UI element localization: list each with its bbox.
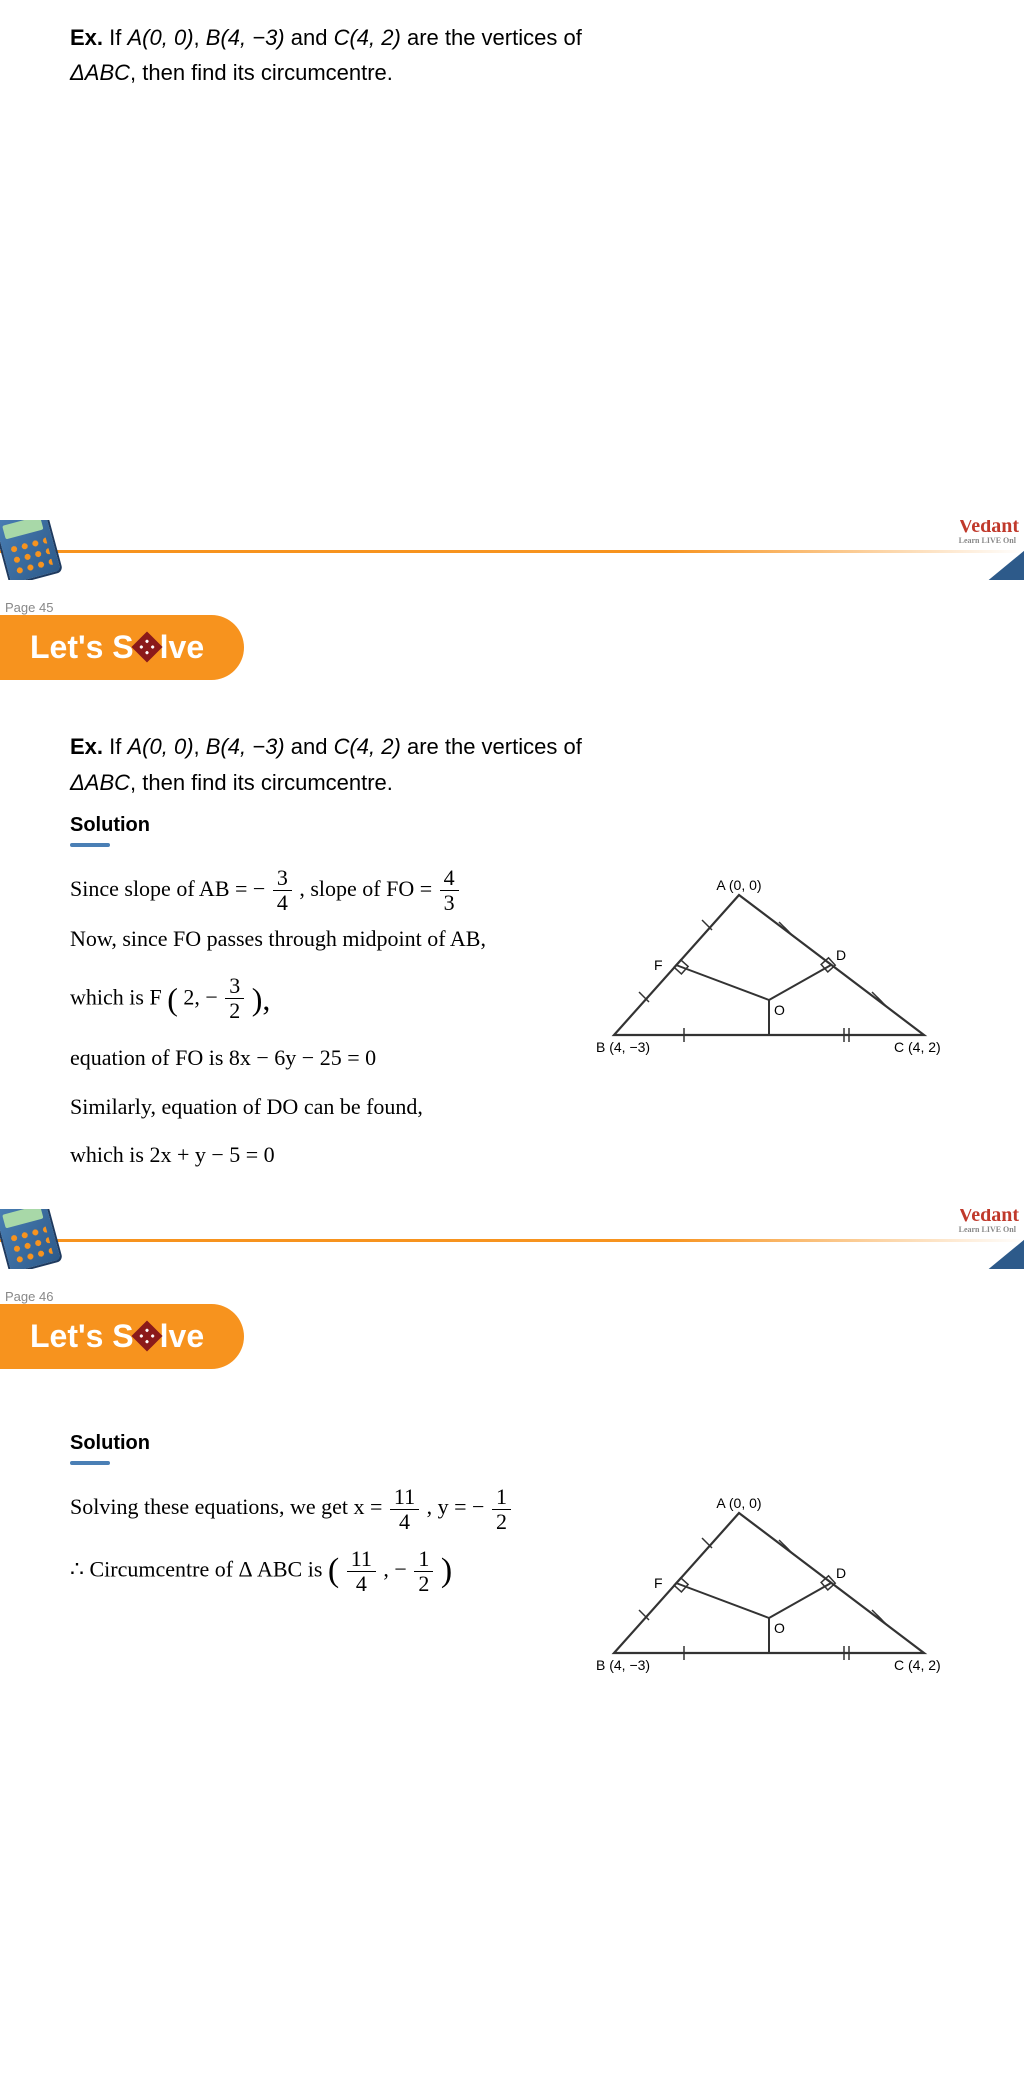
math-step-1: Since slope of AB = − 34 , slope of FO =…: [70, 865, 564, 916]
calculator-icon: [0, 520, 63, 580]
lets-solve-badge: Let's S lve: [0, 615, 244, 680]
badge-prefix: Let's S: [30, 629, 134, 665]
badge-wrap-45: Let's S lve: [0, 615, 1024, 689]
math-step-6: which is 2x + y − 5 = 0: [70, 1131, 564, 1179]
solution-block-2: Solution Solving these equations, we get…: [0, 1398, 1024, 1728]
diagram-label-F: F: [654, 957, 663, 973]
problem-line-1b: Ex. If A(0, 0), B(4, −3) and C(4, 2) are…: [70, 729, 954, 764]
math-conclusion: ∴ Circumcentre of Δ ABC is ( 114 , − 12 …: [70, 1534, 564, 1609]
diagram-label-B: B (4, −3): [596, 1039, 650, 1055]
solution-underline-2: [70, 1461, 110, 1465]
fraction-7: 12: [414, 1547, 433, 1596]
divider-line: [0, 550, 1024, 553]
math-step-4: equation of FO is 8x − 6y − 25 = 0: [70, 1034, 564, 1082]
fraction-2: 43: [440, 866, 459, 915]
fraction-6: 114: [347, 1547, 376, 1596]
lets-solve-badge-2: Let's Slve: [0, 1304, 244, 1369]
solution-heading-2: Solution: [70, 1432, 954, 1455]
fraction-1: 34: [273, 866, 292, 915]
solution-row-1: Since slope of AB = − 34 , slope of FO =…: [70, 865, 954, 1180]
page-label-45: Page 45: [0, 600, 1024, 615]
triangle-diagram-2: A (0, 0) B (4, −3) C (4, 2) F D O: [584, 1483, 954, 1698]
slide-problem-only: Ex. If A(0, 0), B(4, −3) and C(4, 2) are…: [0, 0, 1024, 580]
diagram-label-C: C (4, 2): [894, 1039, 941, 1055]
page-divider-1: Vedant Learn LIVE Onl: [0, 520, 1024, 580]
badge-wrap-46: Let's Slve: [0, 1304, 1024, 1378]
empty-workspace: [0, 120, 1024, 520]
math-step-2: Now, since FO passes through midpoint of…: [70, 915, 564, 963]
fraction-5: 12: [492, 1485, 511, 1534]
problem-text-b: are the vertices of: [407, 25, 582, 50]
solution-underline-1: [70, 843, 110, 847]
page-divider-2: Vedant Learn LIVE Onl: [0, 1209, 1024, 1269]
vertex-C: C(4, 2): [334, 25, 401, 50]
solution-text-col-1: Since slope of AB = − 34 , slope of FO =…: [70, 865, 564, 1180]
diagram-label-O: O: [774, 1002, 785, 1018]
solution-text-col-2: Solving these equations, we get x = 114 …: [70, 1483, 564, 1608]
problem-line-2: ΔABC, then find its circumcentre.: [70, 55, 954, 90]
vertex-A: A(0, 0): [128, 25, 194, 50]
badge-suffix: lve: [160, 629, 204, 665]
problem-line-2b: ΔABC, then find its circumcentre.: [70, 765, 954, 800]
divider-line-2: [0, 1239, 1024, 1242]
svg-text:C (4, 2): C (4, 2): [894, 1657, 941, 1673]
calculator-icon-2: [0, 1209, 63, 1269]
solution-row-2: Solving these equations, we get x = 114 …: [70, 1483, 954, 1698]
problem-block-2: Ex. If A(0, 0), B(4, −3) and C(4, 2) are…: [0, 709, 1024, 1209]
page-label-46: Page 46: [0, 1289, 1024, 1304]
ex-label-2: Ex.: [70, 734, 103, 759]
slide-45: Page 45 Let's S lve Ex. If A(0, 0), B(4, …: [0, 600, 1024, 1269]
svg-text:F: F: [654, 1575, 663, 1591]
solution-heading-1: Solution: [70, 814, 954, 837]
svg-text:D: D: [836, 1565, 846, 1581]
svg-text:A (0, 0): A (0, 0): [716, 1495, 761, 1511]
diagram-label-A: A (0, 0): [716, 877, 761, 893]
diagram-label-D: D: [836, 947, 846, 963]
fraction-4: 114: [390, 1485, 419, 1534]
problem-text-a: If: [109, 25, 127, 50]
math-step-7: Solving these equations, we get x = 114 …: [70, 1483, 564, 1534]
problem-line-1: Ex. If A(0, 0), B(4, −3) and C(4, 2) are…: [70, 20, 954, 55]
math-step-5: Similarly, equation of DO can be found,: [70, 1083, 564, 1131]
fraction-3: 32: [225, 974, 244, 1023]
svg-text:B (4, −3): B (4, −3): [596, 1657, 650, 1673]
problem-block: Ex. If A(0, 0), B(4, −3) and C(4, 2) are…: [0, 0, 1024, 120]
vertex-B: B(4, −3): [206, 25, 285, 50]
dice-icon: [131, 631, 162, 662]
triangle-diagram-1: A (0, 0) B (4, −3) C (4, 2) F D O: [584, 865, 954, 1080]
svg-text:O: O: [774, 1620, 785, 1636]
math-step-3: which is F ( 2, − 32 ),: [70, 964, 564, 1034]
dice-icon-2: [131, 1320, 162, 1351]
ex-label: Ex.: [70, 25, 103, 50]
slide-46: Page 46 Let's Slve Solution Solving thes…: [0, 1289, 1024, 1728]
